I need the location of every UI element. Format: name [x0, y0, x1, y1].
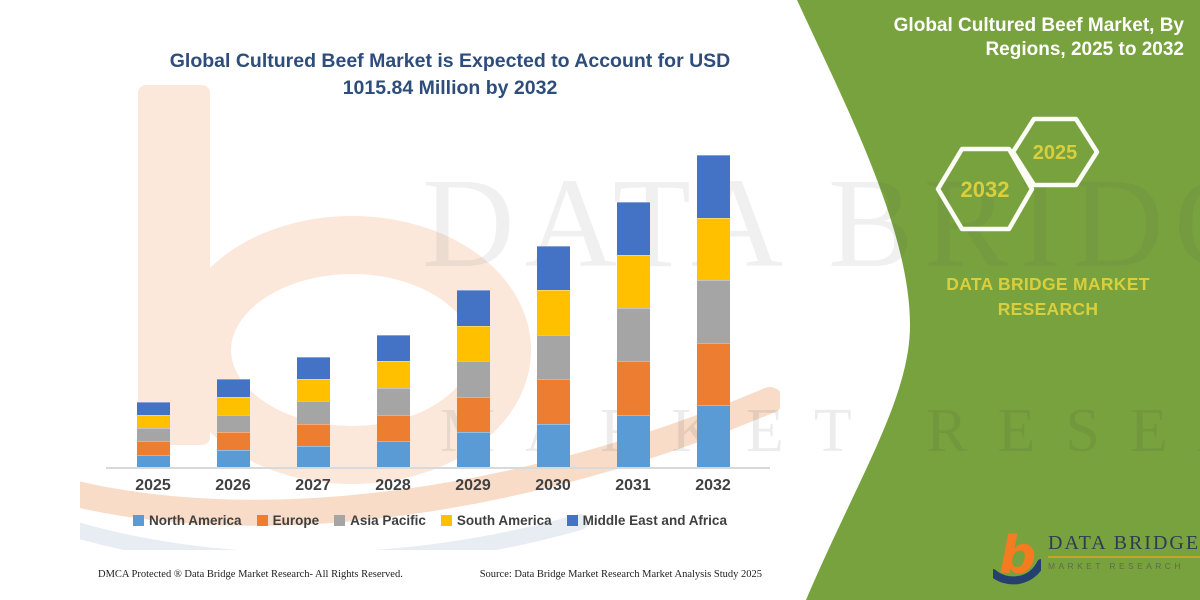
bar-segment-asia-pacific	[536, 334, 570, 380]
bar-segment-middle-east-and-africa	[616, 201, 650, 255]
legend-label-asia-pacific: Asia Pacific	[350, 512, 426, 528]
x-axis-label-2026: 2026	[215, 477, 251, 494]
bar-segment-south-america	[456, 325, 490, 362]
legend-marker-north-america	[133, 514, 145, 526]
x-axis-label-2025: 2025	[135, 477, 171, 494]
chart-title-line2: 1015.84 Million by 2032	[342, 77, 558, 99]
bar-segment-south-america	[136, 414, 170, 429]
data-bridge-logo: b DATA BRIDGE MARKET RESEARCH	[993, 523, 1200, 587]
hexagon-2025-badge: 2025	[1010, 116, 1100, 188]
x-axis-label-2029: 2029	[455, 477, 491, 494]
data-bridge-b-icon: b	[993, 526, 1041, 586]
x-axis-label-2028: 2028	[375, 477, 411, 494]
hexagon-2025-label: 2025	[1033, 142, 1078, 164]
footer-dmca-text: DMCA Protected ® Data Bridge Market Rese…	[98, 569, 403, 580]
bar-segment-north-america	[216, 450, 250, 468]
bar-segment-middle-east-and-africa	[536, 245, 570, 291]
x-axis-label-2032: 2032	[695, 477, 731, 494]
chart-legend: North America Europe Asia Pacific South Ame…	[95, 509, 765, 531]
logo-text: DATA BRIDGE MARKET RESEARCH	[1048, 523, 1200, 571]
stacked-bar-2026	[216, 379, 250, 468]
bar-segment-europe	[216, 432, 250, 451]
legend-label-middle-east-and-africa: Middle East and Africa	[582, 512, 727, 528]
bar-segment-europe	[536, 379, 570, 424]
bar-segment-europe	[696, 342, 730, 406]
watermark-b-logo	[80, 85, 780, 550]
stacked-bar-2029	[456, 289, 490, 468]
legend-item-asia-pacific: Asia Pacific	[334, 513, 426, 528]
chart-title: Global Cultured Beef Market is Expected …	[120, 48, 780, 102]
bar-segment-europe	[456, 396, 490, 433]
bar-segment-europe	[136, 441, 170, 455]
legend-marker-middle-east-and-africa	[566, 514, 578, 526]
footer-source-text: Source: Data Bridge Market Research Mark…	[479, 569, 762, 580]
bar-segment-middle-east-and-africa	[216, 379, 250, 397]
bar-segment-north-america	[136, 454, 170, 468]
bar-segment-europe	[376, 414, 410, 442]
x-axis-line	[106, 467, 770, 469]
bar-segment-asia-pacific	[216, 414, 250, 433]
legend-marker-europe	[256, 514, 268, 526]
bar-segment-middle-east-and-africa	[136, 401, 170, 415]
bar-segment-south-america	[536, 290, 570, 335]
panel-title-line1: Global Cultured Beef Market, By	[893, 15, 1184, 36]
bar-segment-asia-pacific	[616, 308, 650, 362]
bar-segment-south-america	[616, 254, 650, 309]
bar-segment-middle-east-and-africa	[376, 334, 410, 362]
legend-label-north-america: North America	[149, 512, 242, 528]
footer: DMCA Protected ® Data Bridge Market Rese…	[98, 569, 762, 580]
logo-subtitle: MARKET RESEARCH	[1048, 560, 1184, 571]
stacked-bar-2027	[296, 357, 330, 468]
bar-segment-asia-pacific	[376, 388, 410, 415]
x-axis-label-2030: 2030	[535, 477, 571, 494]
brand-name-text: DATA BRIDGE MARKET RESEARCH	[946, 274, 1150, 319]
legend-item-north-america: North America	[133, 513, 242, 528]
legend-marker-asia-pacific	[334, 514, 346, 526]
legend-item-middle-east-and-africa: Middle East and Africa	[566, 512, 727, 528]
bar-segment-europe	[616, 361, 650, 415]
bar-segment-middle-east-and-africa	[456, 289, 490, 326]
panel-title-line2: Regions, 2025 to 2032	[985, 39, 1184, 60]
bar-segment-north-america	[456, 432, 490, 468]
bar-segment-north-america	[536, 423, 570, 468]
stacked-bar-2028	[376, 334, 410, 468]
bar-segment-asia-pacific	[136, 428, 170, 442]
logo-title: DATA BRIDGE	[1048, 532, 1200, 554]
chart-title-line1: Global Cultured Beef Market is Expected …	[169, 50, 731, 72]
bar-segment-middle-east-and-africa	[696, 155, 730, 218]
bar-segment-europe	[296, 423, 330, 446]
bar-segment-middle-east-and-africa	[296, 357, 330, 380]
legend-item-south-america: South America	[440, 512, 552, 528]
bar-segment-asia-pacific	[296, 401, 330, 424]
hexagon-2032-badge: 2032	[935, 146, 1035, 232]
legend-label-europe: Europe	[272, 512, 320, 528]
stacked-bar-2032	[696, 155, 730, 468]
bar-segment-asia-pacific	[696, 280, 730, 343]
bar-segment-north-america	[376, 441, 410, 468]
hexagon-2032-label: 2032	[961, 177, 1010, 202]
bar-segment-north-america	[696, 405, 730, 468]
bar-segment-north-america	[296, 445, 330, 468]
legend-marker-south-america	[440, 514, 452, 526]
hexagon-badges: 2032 2025	[935, 116, 1100, 232]
bar-segment-south-america	[696, 217, 730, 281]
bar-segment-asia-pacific	[456, 361, 490, 397]
bar-segment-south-america	[216, 396, 250, 415]
bar-segment-south-america	[376, 361, 410, 389]
legend-item-europe: Europe	[256, 512, 320, 528]
stacked-bar-2030	[536, 245, 570, 468]
bar-segment-south-america	[296, 379, 330, 402]
logo-underline	[1048, 556, 1200, 558]
stacked-bar-2025	[136, 401, 170, 468]
panel-title: Global Cultured Beef Market, By Regions,…	[854, 14, 1184, 62]
x-axis-label-2027: 2027	[295, 477, 331, 494]
bar-segment-north-america	[616, 414, 650, 468]
legend-label-south-america: South America	[456, 512, 552, 528]
x-axis-label-2031: 2031	[615, 477, 651, 494]
stacked-bar-2031	[616, 201, 650, 468]
